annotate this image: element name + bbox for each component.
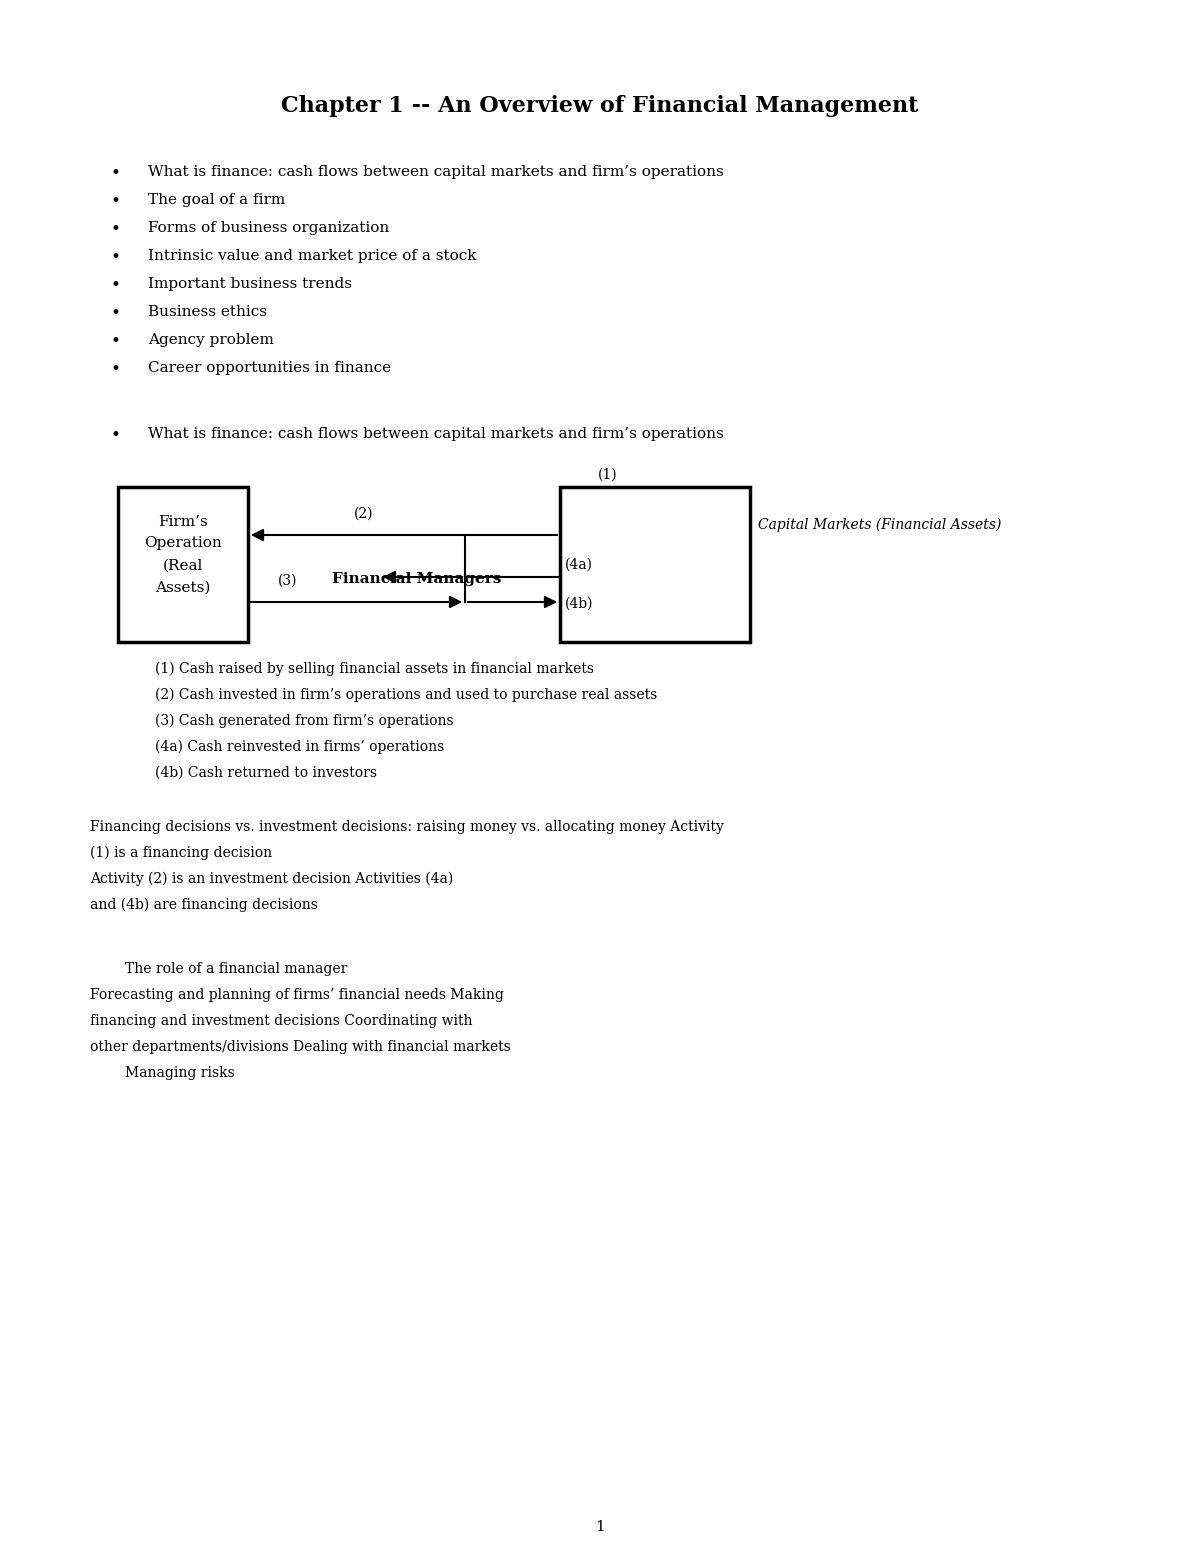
Text: •: •: [110, 332, 120, 349]
Text: Capital Markets (Financial Assets): Capital Markets (Financial Assets): [758, 517, 1001, 533]
Text: (2) Cash invested in firm’s operations and used to purchase real assets: (2) Cash invested in firm’s operations a…: [155, 688, 658, 702]
Text: The goal of a firm: The goal of a firm: [148, 193, 286, 207]
Text: Managing risks: Managing risks: [90, 1065, 235, 1079]
Text: (4b) Cash returned to investors: (4b) Cash returned to investors: [155, 766, 377, 780]
Text: Financing decisions vs. investment decisions: raising money vs. allocating money: Financing decisions vs. investment decis…: [90, 820, 724, 834]
Text: •: •: [110, 248, 120, 266]
Text: (3) Cash generated from firm’s operations: (3) Cash generated from firm’s operation…: [155, 714, 454, 728]
Text: What is finance: cash flows between capital markets and firm’s operations: What is finance: cash flows between capi…: [148, 165, 724, 179]
Bar: [118, 488, 248, 641]
Text: (4a) Cash reinvested in firms’ operations: (4a) Cash reinvested in firms’ operation…: [155, 739, 444, 755]
Text: Financial Managers: Financial Managers: [332, 572, 502, 585]
Text: •: •: [110, 304, 120, 321]
Text: financing and investment decisions Coordinating with: financing and investment decisions Coord…: [90, 1014, 473, 1028]
Text: •: •: [110, 360, 120, 377]
Text: Firm’s: Firm’s: [158, 514, 208, 528]
Text: Chapter 1 -- An Overview of Financial Management: Chapter 1 -- An Overview of Financial Ma…: [281, 95, 919, 116]
Text: Career opportunities in finance: Career opportunities in finance: [148, 360, 391, 374]
Text: Assets): Assets): [155, 581, 211, 595]
Text: Agency problem: Agency problem: [148, 332, 274, 346]
Text: (3): (3): [278, 575, 298, 589]
Text: (4b): (4b): [565, 596, 594, 610]
Text: •: •: [110, 221, 120, 238]
Text: Business ethics: Business ethics: [148, 304, 266, 318]
Text: (1): (1): [598, 467, 618, 481]
Text: Activity (2) is an investment decision Activities (4a): Activity (2) is an investment decision A…: [90, 871, 454, 887]
Text: (4a): (4a): [565, 558, 593, 572]
Text: (Real: (Real: [163, 559, 203, 573]
Text: •: •: [110, 427, 120, 444]
Text: Intrinsic value and market price of a stock: Intrinsic value and market price of a st…: [148, 248, 476, 262]
Text: Forms of business organization: Forms of business organization: [148, 221, 389, 235]
Bar: [560, 488, 750, 641]
Text: (1) Cash raised by selling financial assets in financial markets: (1) Cash raised by selling financial ass…: [155, 662, 594, 677]
Text: other departments/divisions Dealing with financial markets: other departments/divisions Dealing with…: [90, 1041, 511, 1054]
Text: The role of a financial manager: The role of a financial manager: [90, 961, 347, 975]
Text: (2): (2): [354, 506, 373, 520]
Text: •: •: [110, 276, 120, 294]
Text: What is finance: cash flows between capital markets and firm’s operations: What is finance: cash flows between capi…: [148, 427, 724, 441]
Text: Operation: Operation: [144, 536, 222, 550]
Text: •: •: [110, 165, 120, 182]
Text: Forecasting and planning of firms’ financial needs Making: Forecasting and planning of firms’ finan…: [90, 988, 504, 1002]
Text: and (4b) are financing decisions: and (4b) are financing decisions: [90, 898, 318, 913]
Text: 1: 1: [595, 1520, 605, 1534]
Text: (1) is a financing decision: (1) is a financing decision: [90, 846, 272, 860]
Text: Important business trends: Important business trends: [148, 276, 352, 290]
Text: •: •: [110, 193, 120, 210]
